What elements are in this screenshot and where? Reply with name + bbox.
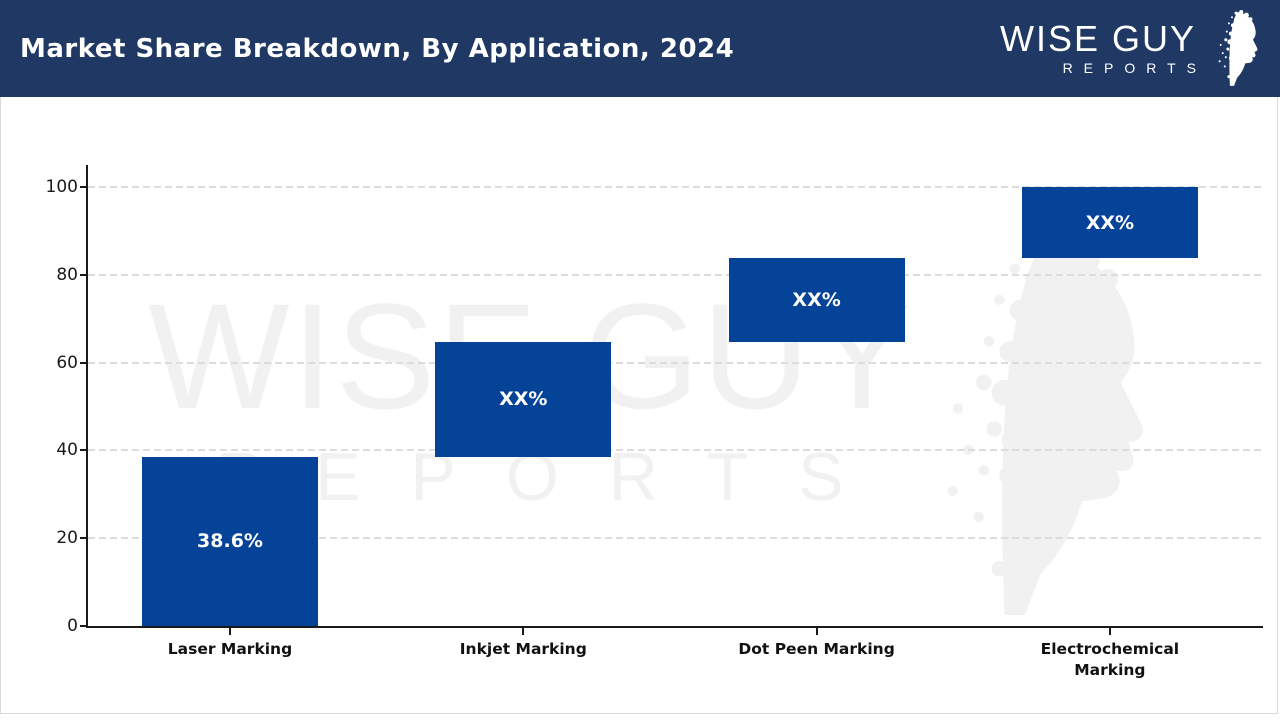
y-gridline	[88, 449, 1263, 452]
y-gridline	[88, 361, 1263, 364]
x-axis-tick	[1108, 628, 1111, 635]
bar-electrochemical-marking: XX%	[1021, 187, 1198, 259]
y-axis-tick	[80, 273, 88, 276]
y-axis-tick	[80, 361, 88, 364]
y-tick-label: 60	[56, 352, 78, 373]
x-category-label: Dot Peen Marking	[738, 640, 895, 658]
logo-reports-label: REPORTS	[1062, 60, 1207, 76]
y-tick-label: 0	[67, 616, 78, 636]
header-bar: Market Share Breakdown, By Application, …	[0, 0, 1280, 97]
bar-dot-peen-marking: XX%	[728, 258, 905, 343]
y-tick-label: 80	[56, 264, 78, 285]
bar-value-label: XX%	[1085, 211, 1135, 234]
x-category-label: Electrochemical Marking	[1040, 640, 1180, 679]
x-category-label: Laser Marking	[167, 640, 293, 658]
y-axis-tick	[80, 625, 88, 627]
y-axis-tick	[80, 186, 88, 188]
y-tick-label: 40	[56, 440, 78, 461]
x-axis-tick	[229, 628, 231, 635]
y-axis-tick	[80, 537, 88, 540]
bar-value-label: 38.6%	[197, 530, 263, 553]
y-gridline	[88, 537, 1263, 540]
y-axis-line	[86, 165, 88, 628]
logo-wiseguy-label: WISE GUY	[999, 18, 1196, 59]
bar-inkjet-marking: XX%	[435, 342, 612, 457]
bar-value-label: XX%	[499, 388, 548, 411]
chart-title: Market Share Breakdown, By Application, …	[20, 33, 735, 64]
wise-guy-reports-logo: WISE GUY REPORTS	[1000, 8, 1264, 90]
bar-laser-marking: 38.6%	[142, 456, 318, 626]
x-axis-tick	[522, 628, 525, 635]
y-gridline	[88, 186, 1263, 188]
bar-value-label: XX%	[792, 289, 841, 312]
y-tick-label: 100	[45, 177, 78, 197]
logo-face-icon	[1218, 9, 1258, 86]
logo-text: WISE GUY REPORTS	[999, 18, 1196, 77]
x-category-label: Inkjet Marking	[459, 640, 587, 658]
x-axis-tick	[815, 628, 818, 635]
y-axis-tick	[80, 449, 88, 452]
y-tick-label: 20	[56, 528, 78, 549]
y-gridline	[88, 273, 1263, 276]
x-axis-line	[86, 626, 1263, 628]
